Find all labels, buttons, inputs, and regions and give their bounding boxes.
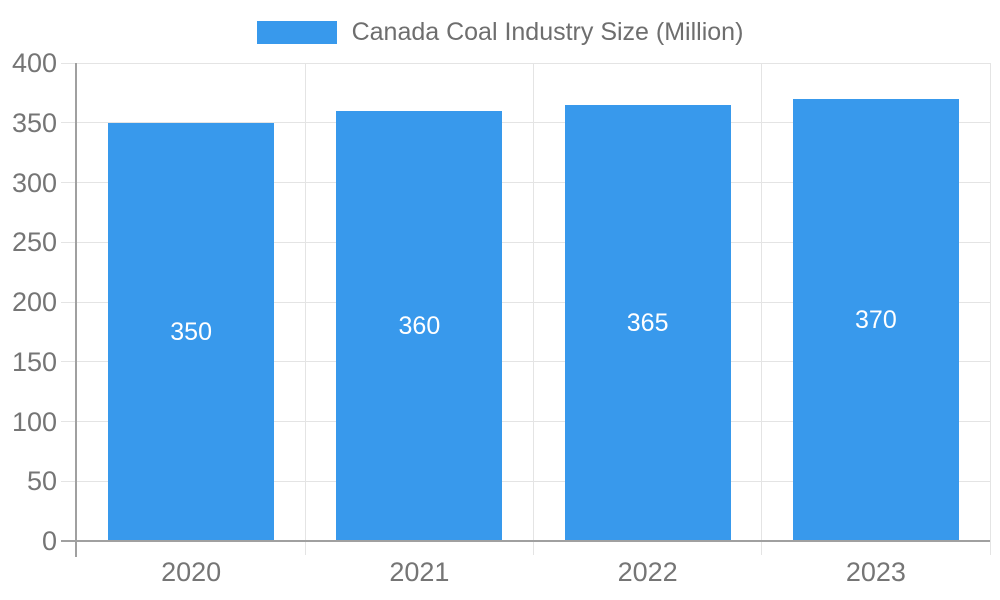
bar-2023[interactable] <box>792 98 959 541</box>
y-axis-tick-label: 300 <box>11 167 57 198</box>
x-gridline <box>989 63 991 555</box>
bar-2020[interactable] <box>108 122 275 541</box>
legend[interactable]: Canada Coal Industry Size (Million) <box>0 18 1000 46</box>
y-gridline <box>61 480 990 482</box>
x-gridline <box>304 63 306 555</box>
x-axis-tick-label: 2021 <box>389 557 450 587</box>
y-axis-tick-label: 400 <box>11 48 57 78</box>
y-gridline <box>61 361 990 363</box>
y-gridline <box>61 301 990 303</box>
y-axis-tick-label: 200 <box>11 287 57 317</box>
y-axis-tick-label: 150 <box>11 346 57 377</box>
y-gridline <box>61 241 990 243</box>
y-axis-line <box>75 63 77 557</box>
x-gridline <box>761 63 763 555</box>
y-gridline <box>61 182 990 183</box>
legend-label: Canada Coal Industry Size (Million) <box>351 18 744 46</box>
y-gridline <box>61 421 990 422</box>
bar-2021[interactable] <box>336 110 503 541</box>
y-axis-tick-label: 100 <box>11 406 57 437</box>
x-axis-tick-label: 2023 <box>845 557 906 587</box>
y-axis-tick-label: 50 <box>26 466 57 497</box>
y-gridline <box>61 122 990 124</box>
bar-value-label: 370 <box>855 305 897 334</box>
bar-value-label: 365 <box>626 308 669 337</box>
legend-swatch <box>256 20 337 44</box>
x-gridline <box>533 63 534 555</box>
y-gridline <box>61 62 990 64</box>
bar-value-label: 360 <box>398 311 441 340</box>
x-axis-tick-label: 2022 <box>617 557 678 587</box>
y-axis-tick-label: 350 <box>11 107 57 138</box>
x-axis-tick-label: 2020 <box>161 557 222 587</box>
y-axis-tick-label: 250 <box>11 227 57 258</box>
y-axis-tick-label: 0 <box>41 526 57 556</box>
bar-2022[interactable] <box>564 104 731 541</box>
x-axis-line <box>61 540 990 542</box>
bar-value-label: 350 <box>170 317 212 346</box>
